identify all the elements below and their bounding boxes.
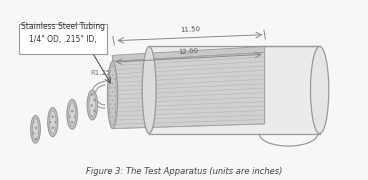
Ellipse shape bbox=[142, 46, 156, 134]
Polygon shape bbox=[113, 53, 265, 129]
Polygon shape bbox=[149, 46, 320, 134]
Ellipse shape bbox=[89, 93, 96, 117]
FancyBboxPatch shape bbox=[20, 24, 107, 54]
Ellipse shape bbox=[107, 61, 118, 129]
Ellipse shape bbox=[311, 46, 329, 134]
Ellipse shape bbox=[31, 115, 40, 143]
Ellipse shape bbox=[109, 65, 116, 125]
Text: 12.00: 12.00 bbox=[178, 48, 199, 55]
Ellipse shape bbox=[48, 108, 58, 137]
Ellipse shape bbox=[69, 102, 76, 126]
Ellipse shape bbox=[87, 90, 98, 120]
Polygon shape bbox=[113, 46, 265, 61]
Text: Figure 3: The Test Apparatus (units are inches): Figure 3: The Test Apparatus (units are … bbox=[86, 167, 282, 176]
Text: Stainless Steel Tubing
1/4" OD, .215" ID,: Stainless Steel Tubing 1/4" OD, .215" ID… bbox=[21, 22, 105, 44]
Text: R1.25: R1.25 bbox=[90, 70, 110, 76]
Ellipse shape bbox=[32, 118, 39, 140]
Text: 11.50: 11.50 bbox=[180, 27, 200, 33]
Ellipse shape bbox=[67, 99, 77, 129]
Ellipse shape bbox=[49, 111, 56, 134]
